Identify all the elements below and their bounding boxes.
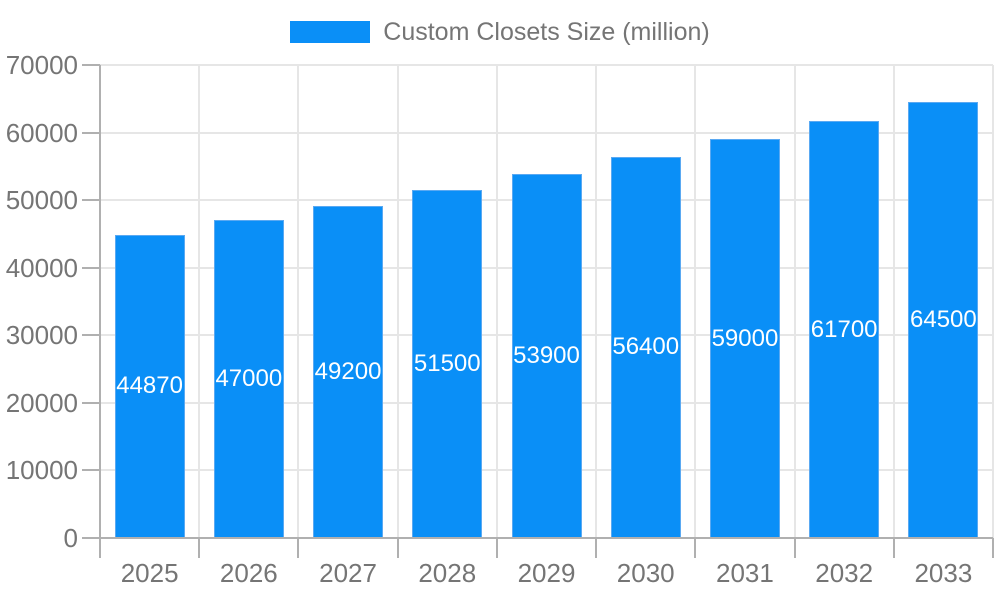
bar[interactable]	[709, 139, 780, 538]
gridline-vertical	[198, 65, 201, 538]
bar-value-label: 47000	[215, 365, 283, 393]
y-axis-tick-label: 10000	[5, 455, 78, 486]
y-axis-tick-label: 0	[63, 523, 78, 553]
bar[interactable]	[511, 173, 582, 538]
x-axis-tick	[892, 538, 895, 558]
gridline-vertical	[495, 65, 498, 538]
x-axis-tick	[694, 538, 697, 558]
bar[interactable]	[412, 190, 483, 538]
y-axis-tick	[82, 334, 100, 337]
bar[interactable]	[213, 220, 284, 538]
bar[interactable]	[610, 156, 681, 538]
bar-value-label: 56400	[612, 333, 680, 361]
legend-series-label: Custom Closets Size (million)	[383, 17, 710, 46]
legend: Custom Closets Size (million)	[0, 10, 1000, 54]
y-axis-tick-label: 60000	[5, 117, 78, 148]
x-axis-tick-label: 2032	[815, 558, 874, 588]
x-axis-tick-label: 2029	[517, 558, 576, 588]
x-axis-tick	[495, 538, 498, 558]
bar[interactable]	[313, 205, 384, 538]
y-axis-tick	[82, 64, 100, 66]
bar-value-label: 61700	[810, 315, 878, 343]
y-axis-tick-label: 40000	[5, 252, 78, 283]
gridline-vertical	[793, 65, 796, 538]
x-axis-baseline	[100, 537, 993, 539]
bar[interactable]	[809, 121, 880, 538]
gridline-vertical	[396, 65, 399, 538]
x-axis-tick-label: 2027	[319, 558, 377, 588]
x-axis-tick	[595, 538, 598, 558]
gridline-vertical	[892, 65, 895, 538]
bar[interactable]	[908, 102, 979, 538]
bar[interactable]	[114, 234, 185, 538]
bar-value-label: 64500	[910, 306, 977, 334]
y-axis-tick	[82, 537, 100, 539]
x-axis-tick-label: 2031	[716, 558, 774, 588]
bar-value-label: 53900	[513, 341, 580, 369]
x-axis-tick	[396, 538, 399, 558]
bar-value-label: 59000	[711, 324, 779, 352]
gridline-vertical	[297, 65, 300, 538]
gridline-vertical	[992, 65, 994, 538]
gridline-vertical	[694, 65, 697, 538]
x-axis-tick	[297, 538, 300, 558]
y-axis-tick	[82, 266, 100, 269]
x-axis-tick	[198, 538, 201, 558]
bar-value-label: 44870	[116, 372, 183, 400]
x-axis-tick-label: 2030	[616, 558, 675, 588]
x-axis-tick-label: 2025	[120, 558, 179, 588]
y-axis-tick	[82, 469, 100, 472]
x-axis-tick-label: 2028	[418, 558, 477, 588]
x-axis-tick	[793, 538, 796, 558]
bar-value-label: 49200	[314, 357, 382, 385]
x-axis-tick-label: 2026	[219, 558, 278, 588]
bar-value-label: 51500	[413, 350, 481, 377]
y-axis-line	[99, 65, 101, 558]
y-axis-tick-label: 50000	[5, 185, 78, 216]
y-axis-tick-label: 70000	[5, 50, 78, 80]
x-axis-tick	[992, 538, 994, 558]
y-axis-tick	[82, 401, 100, 404]
y-axis-tick	[82, 131, 100, 134]
gridline-vertical	[595, 65, 598, 538]
legend-color-swatch	[290, 21, 371, 43]
y-axis-tick-label: 20000	[5, 387, 78, 418]
gridline-horizontal	[100, 64, 993, 66]
gridline-horizontal	[100, 131, 993, 134]
y-axis-tick-label: 30000	[5, 320, 78, 351]
y-axis-tick	[82, 199, 100, 202]
x-axis-tick-label: 2033	[914, 558, 973, 588]
